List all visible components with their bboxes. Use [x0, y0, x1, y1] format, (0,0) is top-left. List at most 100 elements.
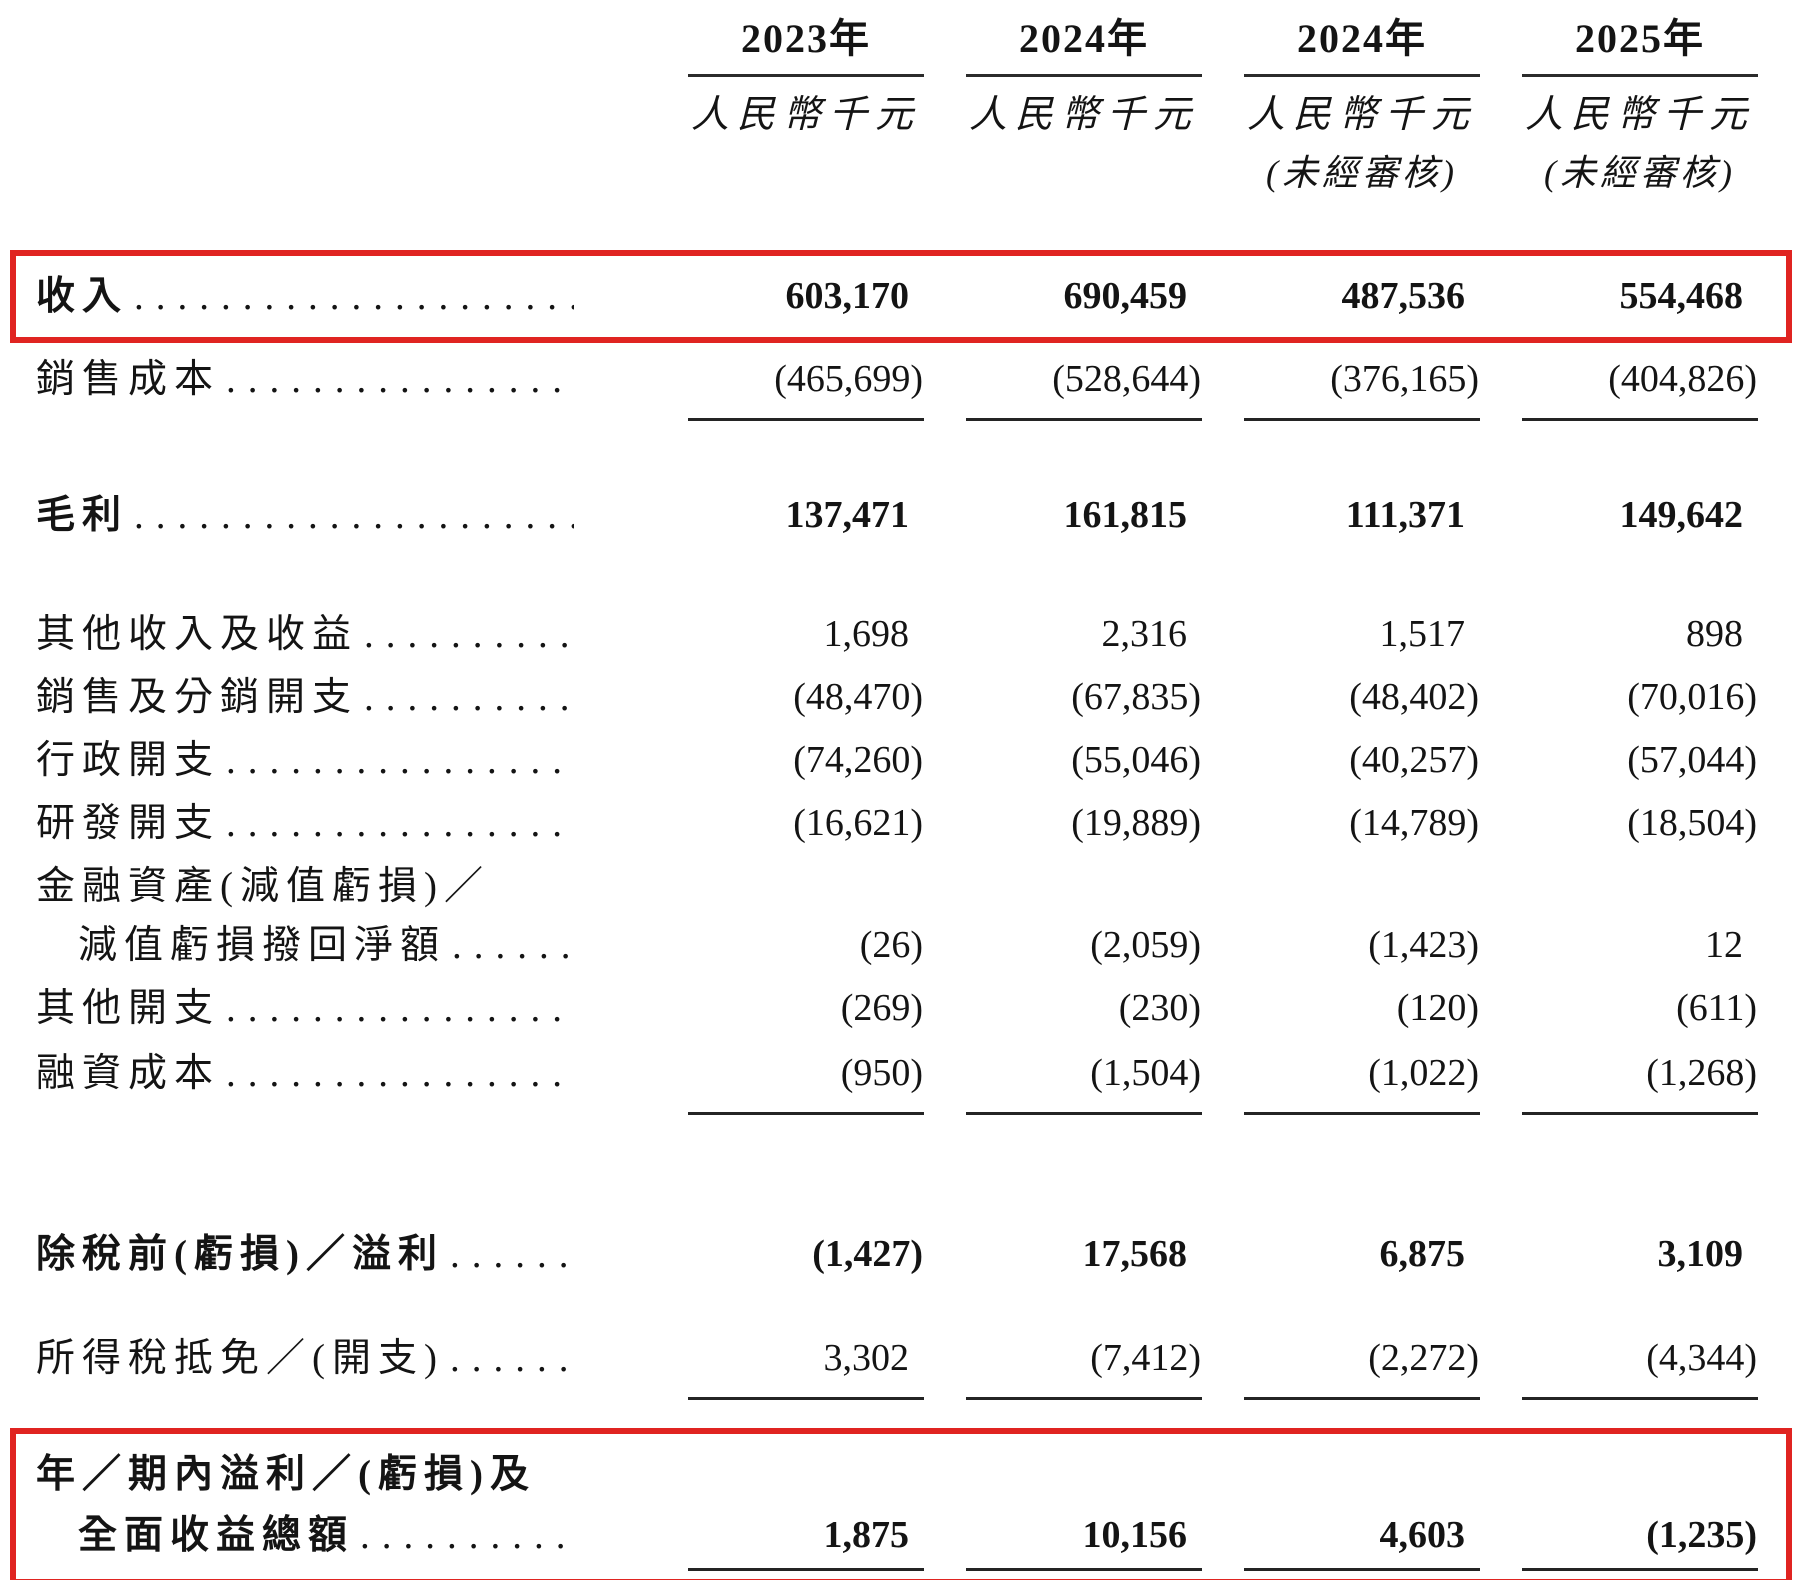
row-rd-expenses: 研發開支 (16,621) (19,889) (14,789) (18,504)	[0, 799, 1804, 848]
impairment-2024: (2,059)	[1090, 924, 1201, 966]
row-label-text: 行政開支	[36, 739, 221, 782]
row-profit-before-tax-label: 除稅前(虧損)／溢利	[36, 1230, 646, 1279]
row-admin-expenses: 行政開支 (74,260) (55,046) (40,257) (57,044)	[0, 736, 1804, 785]
row-income-tax: 所得稅抵免／(開支) 3,302 (7,412) (2,272) (4,344)	[0, 1334, 1804, 1400]
row-label-text: 減值虧損撥回淨額	[78, 924, 447, 967]
dot-leader	[360, 1511, 574, 1560]
rd-expenses-2024: (19,889)	[1071, 802, 1201, 844]
dot-leader	[450, 1230, 574, 1279]
dot-leader	[364, 673, 574, 722]
income-tax-2024-interim: (2,272)	[1244, 1334, 1480, 1400]
header-year-2024-interim: 2024年	[1244, 14, 1480, 77]
impairment-2025-interim: 12	[1705, 924, 1743, 966]
row-other-expenses-label: 其他開支	[36, 984, 646, 1033]
revenue-2024: 690,459	[1063, 275, 1188, 317]
rd-expenses-2024-interim: (14,789)	[1349, 802, 1479, 844]
other-expenses-2024: (230)	[1118, 987, 1201, 1029]
row-label-text: 收入	[36, 275, 129, 318]
dot-leader	[226, 355, 574, 404]
cost-of-sales-2025-interim: (404,826)	[1522, 355, 1758, 421]
row-label-text: 銷售及分銷開支	[36, 676, 359, 719]
row-rd-expenses-label: 研發開支	[36, 799, 646, 848]
gross-profit-2024-interim: 111,371	[1345, 494, 1465, 536]
other-income-2023: 1,698	[823, 613, 910, 655]
dot-leader	[364, 610, 574, 659]
header-unit-2023: 人民幣千元	[690, 94, 921, 136]
row-label-text: 銷售成本	[36, 358, 221, 401]
profit-before-tax-2023: (1,427)	[812, 1233, 923, 1275]
row-total-comprehensive-line1: 年／期內溢利／(虧損)及	[16, 1450, 1786, 1499]
row-other-income-label: 其他收入及收益	[36, 610, 646, 659]
dot-leader	[134, 491, 574, 540]
row-impairment-line2: 減值虧損撥回淨額 (26) (2,059) (1,423) 12	[0, 921, 1804, 970]
dot-leader	[226, 736, 574, 785]
row-label-text: 除稅前(虧損)／溢利	[36, 1233, 444, 1276]
row-gross-profit: 毛利 137,471 161,815 111,371 149,642	[0, 491, 1804, 540]
row-admin-expenses-label: 行政開支	[36, 736, 646, 785]
revenue-2025-interim: 554,468	[1619, 275, 1744, 317]
row-impairment-line1: 金融資產(減值虧損)／	[0, 862, 1804, 911]
selling-expenses-2024-interim: (48,402)	[1349, 676, 1479, 718]
total-comprehensive-2025-interim: (1,235)	[1522, 1511, 1758, 1571]
row-selling-distribution-expenses: 銷售及分銷開支 (48,470) (67,835) (48,402) (70,0…	[0, 673, 1804, 722]
row-revenue-label: 收入	[36, 272, 646, 321]
header-year-2023: 2023年	[688, 14, 924, 77]
selling-expenses-2025-interim: (70,016)	[1627, 676, 1757, 718]
row-other-expenses: 其他開支 (269) (230) (120) (611)	[0, 984, 1804, 1033]
selling-expenses-2024: (67,835)	[1071, 676, 1201, 718]
dot-leader	[226, 984, 574, 1033]
row-label-text: 融資成本	[36, 1052, 221, 1095]
other-expenses-2025-interim: (611)	[1676, 987, 1757, 1029]
row-impairment-label-line1: 金融資產(減值虧損)／	[36, 862, 646, 911]
header-unit-row: 人民幣千元 人民幣千元 人民幣千元 人民幣千元	[0, 91, 1804, 140]
row-label-text: 全面收益總額	[78, 1514, 355, 1557]
rd-expenses-2025-interim: (18,504)	[1627, 802, 1757, 844]
header-unit-2024: 人民幣千元	[968, 94, 1199, 136]
revenue-2024-interim: 487,536	[1341, 275, 1466, 317]
row-finance-costs-label: 融資成本	[36, 1049, 646, 1115]
admin-expenses-2025-interim: (57,044)	[1627, 739, 1757, 781]
total-comprehensive-2024-interim: 4,603	[1244, 1511, 1480, 1571]
gross-profit-2024: 161,815	[1063, 494, 1188, 536]
table-header: 2023年 2024年 2024年 2025年 人民幣千元 人民幣千元 人民幣千…	[0, 0, 1804, 196]
row-total-comprehensive-line2: 全面收益總額 1,875 10,156 4,603 (1,235)	[16, 1511, 1786, 1571]
revenue-highlight-box: 收入 603,170 690,459 487,536 554,468	[10, 250, 1792, 343]
row-label-text: 金融資產(減值虧損)／	[36, 865, 490, 908]
other-income-2024: 2,316	[1101, 613, 1188, 655]
total-comprehensive-2024: 10,156	[966, 1511, 1202, 1571]
other-expenses-2024-interim: (120)	[1396, 987, 1479, 1029]
row-total-comprehensive-label-line2: 全面收益總額	[36, 1511, 646, 1571]
row-label-text: 其他收入及收益	[36, 613, 359, 656]
other-income-2025-interim: 898	[1686, 613, 1743, 655]
other-income-2024-interim: 1,517	[1379, 613, 1466, 655]
profit-before-tax-2024-interim: 6,875	[1379, 1233, 1466, 1275]
impairment-2023: (26)	[859, 924, 923, 966]
profit-before-tax-2025-interim: 3,109	[1657, 1233, 1744, 1275]
header-unit-2024-interim: 人民幣千元	[1246, 94, 1477, 136]
row-label-text: 年／期內溢利／(虧損)及	[36, 1453, 536, 1496]
header-year-row: 2023年 2024年 2024年 2025年	[0, 14, 1804, 77]
row-label-text: 研發開支	[36, 802, 221, 845]
finance-costs-2023: (950)	[688, 1049, 924, 1115]
cost-of-sales-2024: (528,644)	[966, 355, 1202, 421]
income-tax-2025-interim: (4,344)	[1522, 1334, 1758, 1400]
row-selling-distribution-label: 銷售及分銷開支	[36, 673, 646, 722]
row-impairment-label-line2: 減值虧損撥回淨額	[36, 921, 646, 970]
finance-costs-2024-interim: (1,022)	[1244, 1049, 1480, 1115]
gross-profit-2023: 137,471	[785, 494, 910, 536]
row-label-text: 毛利	[36, 494, 129, 537]
dot-leader	[226, 1049, 574, 1098]
admin-expenses-2024: (55,046)	[1071, 739, 1201, 781]
dot-leader	[452, 921, 574, 970]
total-comprehensive-2023: 1,875	[688, 1511, 924, 1571]
header-year-2024: 2024年	[966, 14, 1202, 77]
income-tax-2023: 3,302	[688, 1334, 924, 1400]
cost-of-sales-2024-interim: (376,165)	[1244, 355, 1480, 421]
header-unit-2025-interim: 人民幣千元	[1524, 94, 1755, 136]
dot-leader	[134, 272, 574, 321]
row-cost-of-sales-label: 銷售成本	[36, 355, 646, 421]
admin-expenses-2024-interim: (40,257)	[1349, 739, 1479, 781]
header-note-row: (未經審核) (未經審核)	[0, 150, 1804, 196]
finance-costs-2025-interim: (1,268)	[1522, 1049, 1758, 1115]
income-tax-2024: (7,412)	[966, 1334, 1202, 1400]
